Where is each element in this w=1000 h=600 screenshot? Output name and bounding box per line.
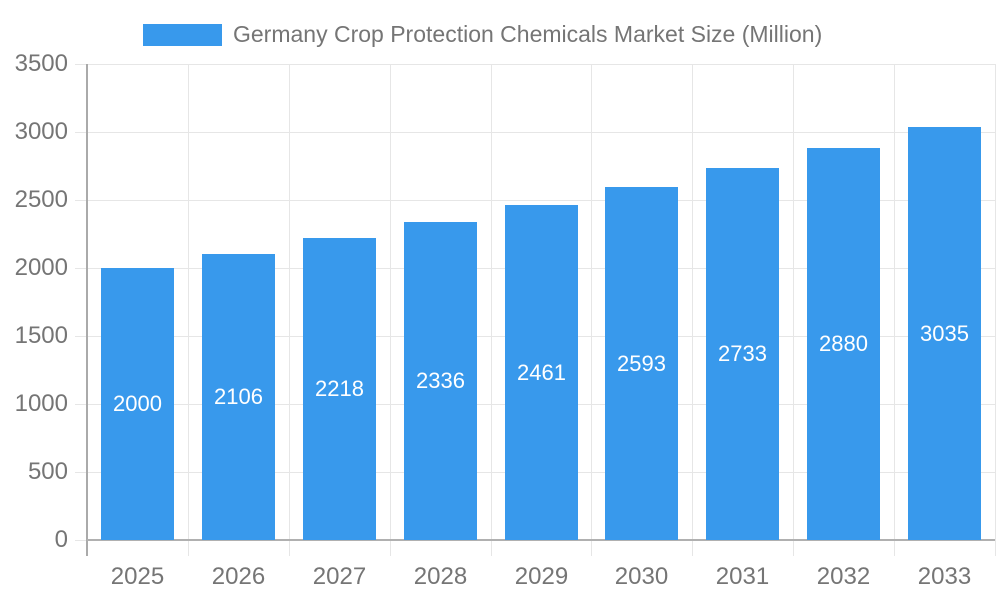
gridline-v — [995, 64, 996, 556]
bar-value-label: 2106 — [214, 384, 263, 409]
bar-2028[interactable] — [404, 222, 477, 540]
y-axis-label: 3000 — [14, 118, 68, 145]
gridline-v — [894, 64, 895, 556]
gridline-v — [793, 64, 794, 556]
y-axis-line — [86, 64, 88, 556]
bar-value-label: 2336 — [416, 368, 465, 393]
x-axis-label: 2031 — [715, 563, 770, 590]
x-axis-label: 2025 — [110, 563, 165, 590]
x-axis-label: 2029 — [514, 563, 569, 590]
x-axis-label: 2027 — [312, 563, 367, 590]
legend-label: Germany Crop Protection Chemicals Market… — [233, 21, 823, 47]
y-axis-label: 0 — [54, 526, 68, 553]
gridline-v — [390, 64, 391, 556]
x-axis-label: 2032 — [816, 563, 871, 590]
x-axis-line — [87, 539, 995, 541]
x-axis-label: 2028 — [413, 563, 468, 590]
gridline-v — [692, 64, 693, 556]
gridline-h — [75, 132, 995, 133]
bar-value-label: 2000 — [113, 391, 162, 416]
bar-2025[interactable] — [101, 268, 174, 540]
chart-legend[interactable]: Germany Crop Protection Chemicals Market… — [143, 21, 822, 48]
bar-2029[interactable] — [505, 205, 578, 540]
bar-value-label: 2218 — [315, 376, 364, 401]
gridline-v — [491, 64, 492, 556]
y-axis-label: 3500 — [14, 50, 68, 77]
y-axis-label: 500 — [27, 458, 68, 485]
bar-value-label: 2880 — [819, 331, 868, 356]
bar-value-label: 2733 — [718, 341, 767, 366]
gridline-v — [591, 64, 592, 556]
bar-value-label: 2461 — [517, 360, 566, 385]
gridline-h — [75, 200, 995, 201]
bar-2030[interactable] — [605, 187, 678, 540]
x-axis-label: 2030 — [614, 563, 669, 590]
gridline-v — [188, 64, 189, 556]
x-axis-label: 2026 — [211, 563, 266, 590]
x-axis-label: 2033 — [917, 563, 972, 590]
bar-2033[interactable] — [908, 127, 981, 540]
bar-value-label: 3035 — [920, 321, 969, 346]
y-axis-label: 2500 — [14, 186, 68, 213]
bar-2032[interactable] — [807, 148, 880, 540]
gridline-v — [289, 64, 290, 556]
bar-2026[interactable] — [202, 254, 275, 540]
legend-swatch — [143, 23, 222, 46]
bar-2031[interactable] — [706, 168, 779, 540]
bar-2027[interactable] — [303, 238, 376, 540]
y-axis-label: 2000 — [14, 254, 68, 281]
gridline-h — [75, 64, 995, 65]
y-axis-label: 1000 — [14, 390, 68, 417]
y-axis-label: 1500 — [14, 322, 68, 349]
bar-value-label: 2593 — [617, 351, 666, 376]
